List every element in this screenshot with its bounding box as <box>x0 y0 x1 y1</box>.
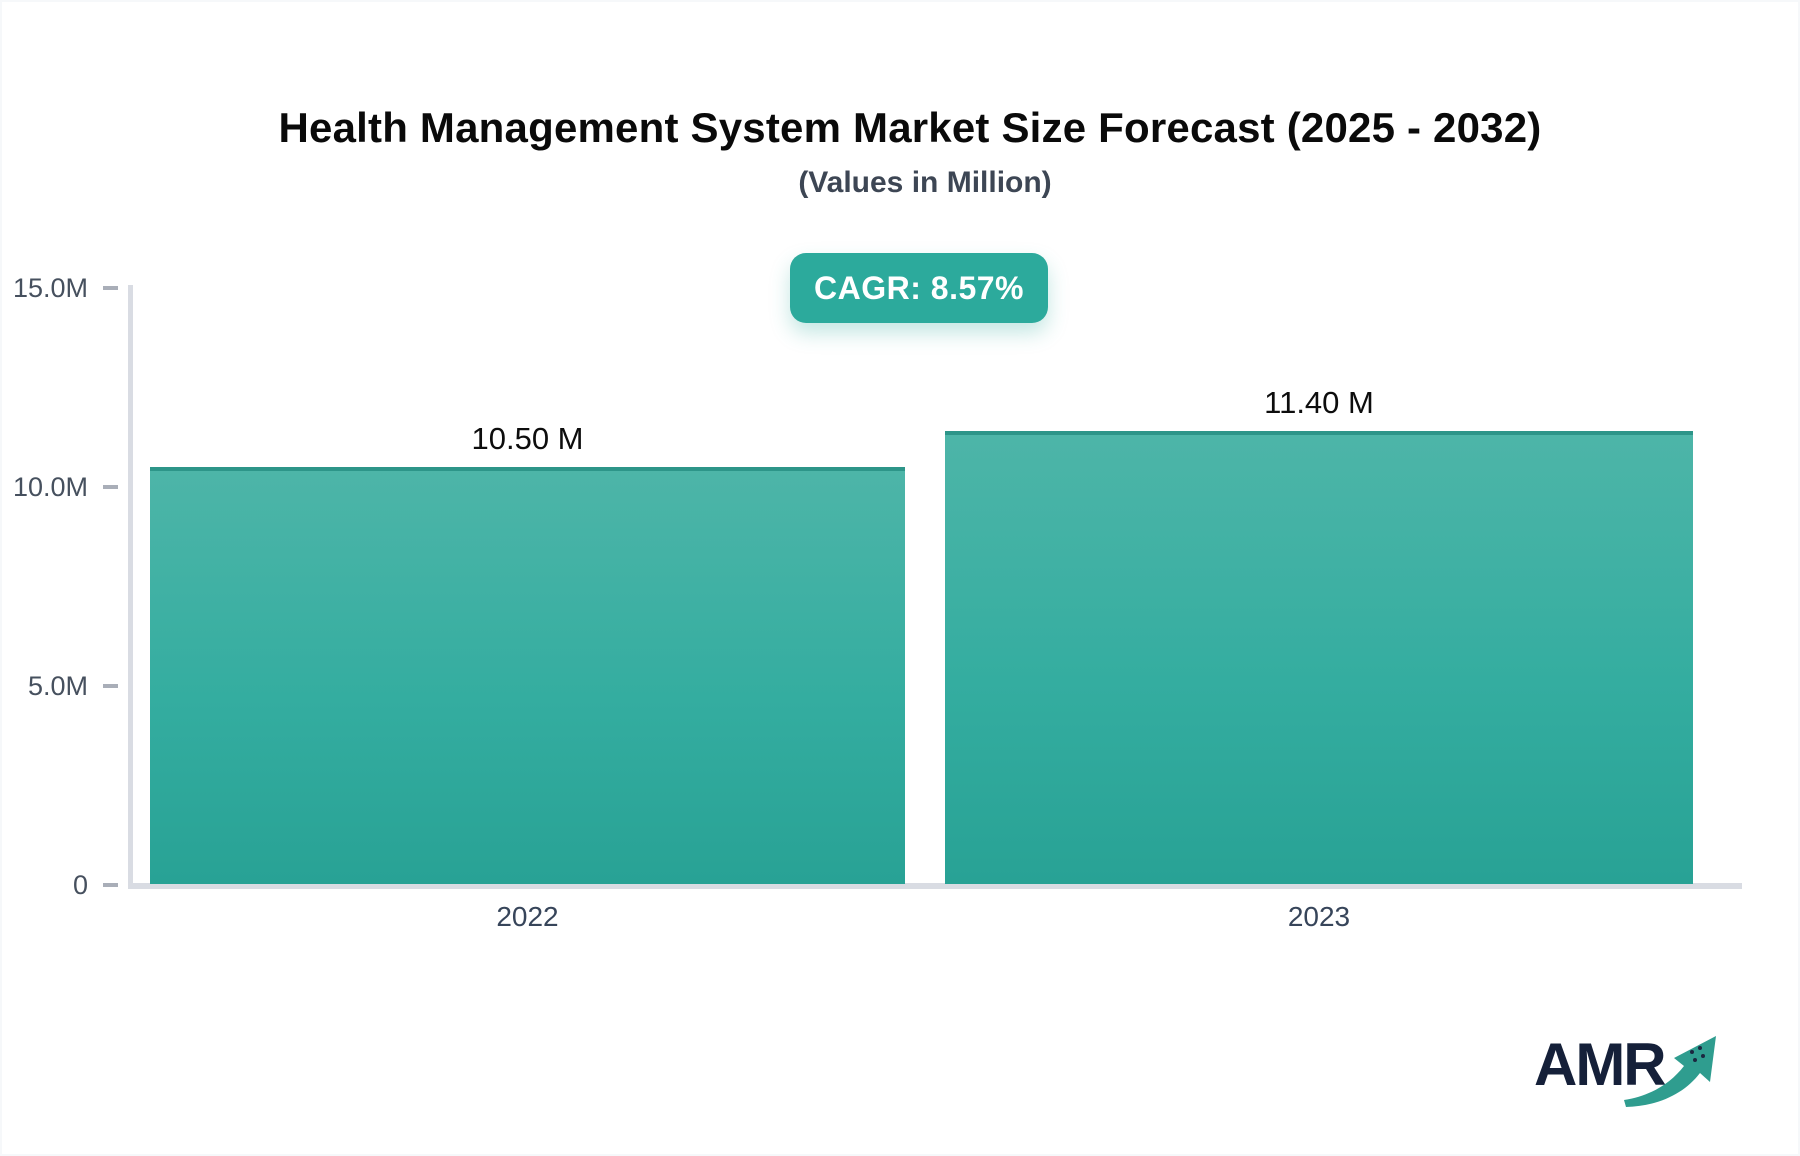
y-tick-label: 0 <box>72 870 88 900</box>
y-tick-mark <box>103 286 118 290</box>
y-tick-label: 15.0M <box>12 273 88 303</box>
cagr-badge-label: CAGR: 8.57% <box>814 269 1024 306</box>
amr-logo-text: AMR <box>1534 1031 1667 1098</box>
y-axis-line <box>128 285 133 888</box>
chart-subtitle: (Values in Million) <box>798 166 1052 199</box>
amr-logo: AMR <box>1530 1026 1730 1116</box>
cagr-badge: CAGR: 8.57% <box>790 253 1048 323</box>
x-axis-baseline <box>128 883 1742 889</box>
bar-value-label: 11.40 M <box>1264 385 1374 420</box>
bar-value-label: 10.50 M <box>471 421 584 456</box>
y-tick-mark <box>103 684 118 688</box>
x-axis-label-2023: 2023 <box>1287 901 1351 932</box>
bar-2022 <box>150 467 905 884</box>
y-tick-label: 10.0M <box>12 472 88 502</box>
y-tick-mark <box>103 883 118 887</box>
y-tick-mark <box>103 485 118 489</box>
chart-title: Health Management System Market Size For… <box>278 104 1542 151</box>
growth-arrow-icon <box>1624 1036 1716 1107</box>
bar-2023 <box>945 431 1693 884</box>
x-axis-label-2022: 2022 <box>496 901 559 932</box>
y-tick-label: 5.0M <box>27 671 88 701</box>
